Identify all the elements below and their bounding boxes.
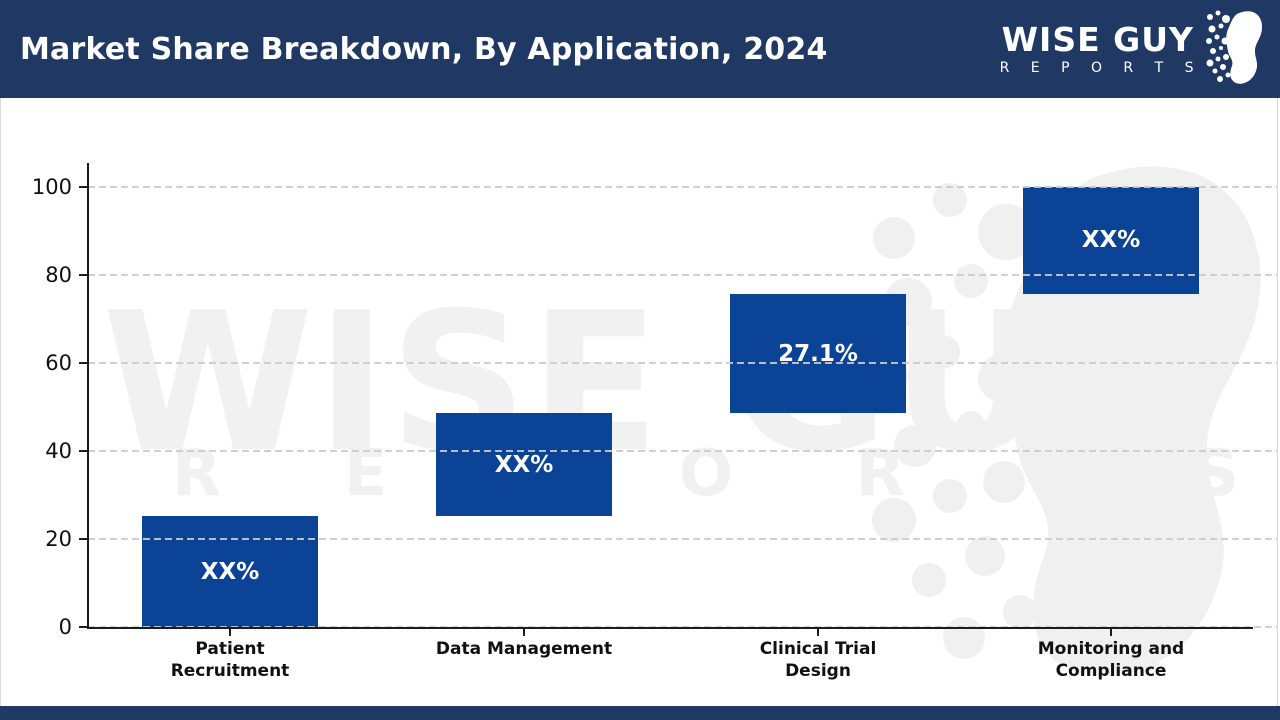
logo-wordmark: WISE GUY [1001, 19, 1194, 59]
page-title: Market Share Breakdown, By Application, … [20, 31, 828, 67]
logo-face-icon [1206, 10, 1263, 84]
y-axis-tick-label: 40 [45, 439, 72, 463]
gridline-80 [88, 274, 1277, 276]
y-axis-tick-60 [79, 362, 88, 364]
x-axis-tick-monitoring-and-compliance [1110, 629, 1112, 636]
y-axis-tick-100 [79, 186, 88, 188]
gridline-20 [88, 538, 1277, 540]
y-axis-tick-label: 60 [45, 351, 72, 375]
y-axis-tick-label: 20 [45, 527, 72, 551]
bar-value-label: XX% [200, 558, 260, 585]
header-band: Market Share Breakdown, By Application, … [0, 0, 1280, 98]
y-axis-tick-40 [79, 450, 88, 452]
x-axis-tick-data-management [523, 629, 525, 636]
bar-monitoring-and-compliance: XX% [1023, 187, 1199, 294]
logo-text: WISE GUY R E P O R T S [994, 23, 1202, 76]
y-axis-tick-label: 100 [31, 175, 72, 199]
bar-data-management: XX% [436, 413, 612, 517]
x-axis-line [88, 627, 1253, 629]
bar-value-label: XX% [494, 451, 554, 478]
gridline-40 [88, 450, 1277, 452]
gridline-60 [88, 362, 1277, 364]
gridline-100 [88, 186, 1277, 188]
bar-clinical-trial-design: 27.1% [730, 293, 906, 414]
y-axis-tick-0 [79, 626, 88, 628]
logo-subtitle: R E P O R T S [999, 59, 1202, 76]
bar-value-label: XX% [1081, 227, 1141, 254]
y-axis-line [87, 163, 89, 629]
x-axis-category-label: Patient Recruitment [170, 639, 290, 681]
y-axis-tick-80 [79, 274, 88, 276]
x-axis-category-label: Clinical Trial Design [759, 639, 877, 681]
y-axis-tick-20 [79, 538, 88, 540]
y-axis-tick-label: 0 [58, 615, 72, 639]
y-axis-tick-label: 80 [45, 263, 72, 287]
x-axis-tick-patient-recruitment [229, 629, 231, 636]
x-axis-tick-clinical-trial-design [817, 629, 819, 636]
x-axis-category-label: Data Management [435, 639, 613, 659]
x-axis-category-label: Monitoring and Compliance [1037, 639, 1185, 681]
footer-band [0, 706, 1280, 720]
bar-patient-recruitment: XX% [142, 516, 318, 627]
wise-guy-reports-logo: WISE GUY R E P O R T S [994, 6, 1266, 92]
